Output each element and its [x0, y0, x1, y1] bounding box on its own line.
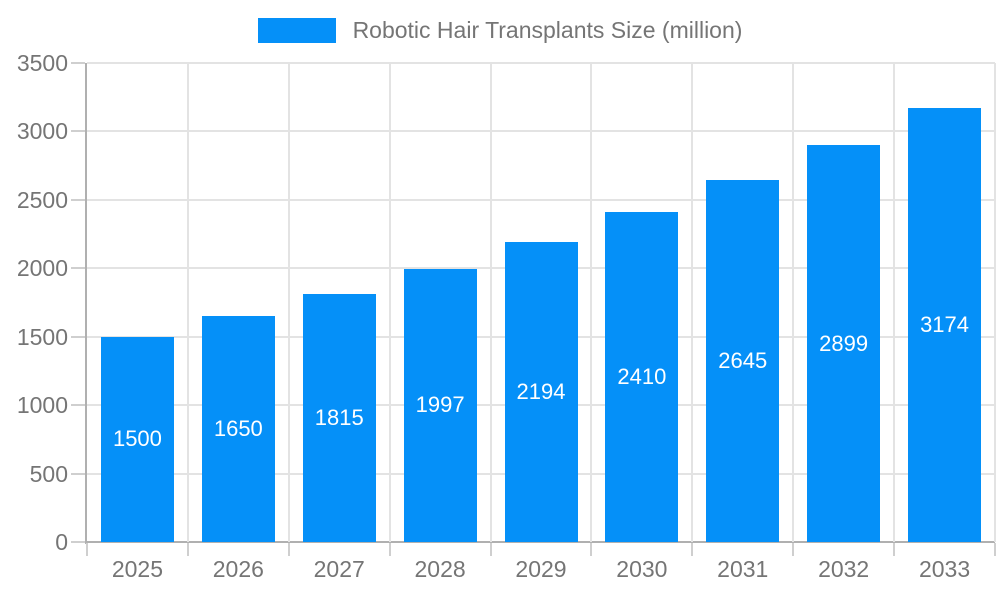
legend-label: Robotic Hair Transplants Size (million): [352, 17, 743, 43]
bar-value-label: 1997: [415, 392, 465, 418]
v-gridline: [792, 63, 795, 542]
bar-value-label: 2899: [819, 330, 869, 356]
y-axis-line: [85, 63, 87, 544]
bar[interactable]: 2899: [807, 145, 881, 542]
v-gridline: [186, 63, 189, 542]
x-axis-tick-label: 2027: [313, 556, 365, 582]
y-axis-tick-label: 2000: [16, 255, 68, 282]
y-axis-tick-label: 2500: [16, 186, 68, 213]
v-gridline: [590, 63, 593, 542]
x-axis-tick-label: 2025: [111, 556, 164, 582]
v-gridline: [388, 63, 391, 542]
y-tick-mark: [71, 130, 85, 133]
x-tick-mark: [994, 543, 996, 556]
y-axis-tick-label: 1500: [16, 323, 68, 350]
bar-value-label: 1500: [112, 426, 162, 452]
y-axis-tick-label: 500: [29, 460, 68, 487]
x-tick-mark: [792, 543, 795, 556]
bar[interactable]: 1650: [201, 316, 275, 542]
h-gridline: [87, 198, 995, 201]
x-axis-tick-label: 2032: [818, 556, 870, 582]
bar[interactable]: 1815: [302, 293, 376, 542]
bar-value-label: 1650: [213, 416, 263, 442]
x-axis-tick-label: 2033: [918, 556, 971, 582]
bar-value-label: 2194: [516, 378, 566, 404]
bar-value-label: 2645: [718, 348, 768, 373]
y-tick-mark: [71, 472, 85, 475]
h-gridline: [87, 130, 995, 133]
y-axis-tick-label: 3500: [16, 50, 68, 76]
bar[interactable]: 1997: [403, 268, 477, 542]
y-tick-mark: [71, 62, 85, 64]
y-axis-tick-label: 0: [55, 529, 68, 555]
bar[interactable]: 1500: [100, 336, 174, 542]
x-tick-mark: [590, 543, 593, 556]
bar-value-label: 3174: [920, 311, 970, 337]
v-gridline: [287, 63, 290, 542]
h-gridline: [87, 62, 995, 64]
legend-swatch: [257, 18, 336, 43]
x-tick-mark: [691, 543, 694, 556]
v-gridline: [691, 63, 694, 542]
y-axis-tick-label: 3000: [16, 118, 68, 145]
bar-value-label: 1815: [314, 404, 364, 430]
y-tick-mark: [71, 267, 85, 270]
x-tick-mark: [388, 543, 391, 556]
bar[interactable]: 2410: [605, 212, 679, 542]
v-gridline: [893, 63, 896, 542]
x-axis-tick-label: 2031: [717, 556, 769, 582]
plot-area: 1500 1650 1815 1997 2194 2410 2645 2899 3174: [87, 62, 996, 542]
y-tick-mark: [71, 198, 85, 201]
y-tick-mark: [71, 541, 85, 543]
bar[interactable]: 2194: [504, 241, 578, 542]
legend[interactable]: Robotic Hair Transplants Size (million): [0, 17, 1000, 44]
v-gridline: [489, 63, 492, 542]
x-axis-tick-label: 2029: [515, 556, 567, 582]
x-axis-line: [85, 541, 995, 543]
x-tick-mark: [86, 543, 88, 556]
y-tick-mark: [71, 404, 85, 407]
bar[interactable]: 2645: [706, 180, 780, 542]
y-axis-tick-label: 1000: [16, 392, 68, 419]
x-axis-tick-label: 2030: [616, 556, 668, 582]
x-axis-tick-label: 2028: [414, 556, 466, 582]
x-tick-mark: [893, 543, 896, 556]
x-tick-mark: [489, 543, 492, 556]
x-tick-mark: [186, 543, 189, 556]
bar-value-label: 2410: [617, 364, 667, 390]
v-gridline: [994, 63, 996, 542]
x-axis-tick-label: 2026: [212, 556, 264, 582]
bar[interactable]: 3174: [908, 107, 982, 542]
x-tick-mark: [287, 543, 290, 556]
y-tick-mark: [71, 335, 85, 338]
